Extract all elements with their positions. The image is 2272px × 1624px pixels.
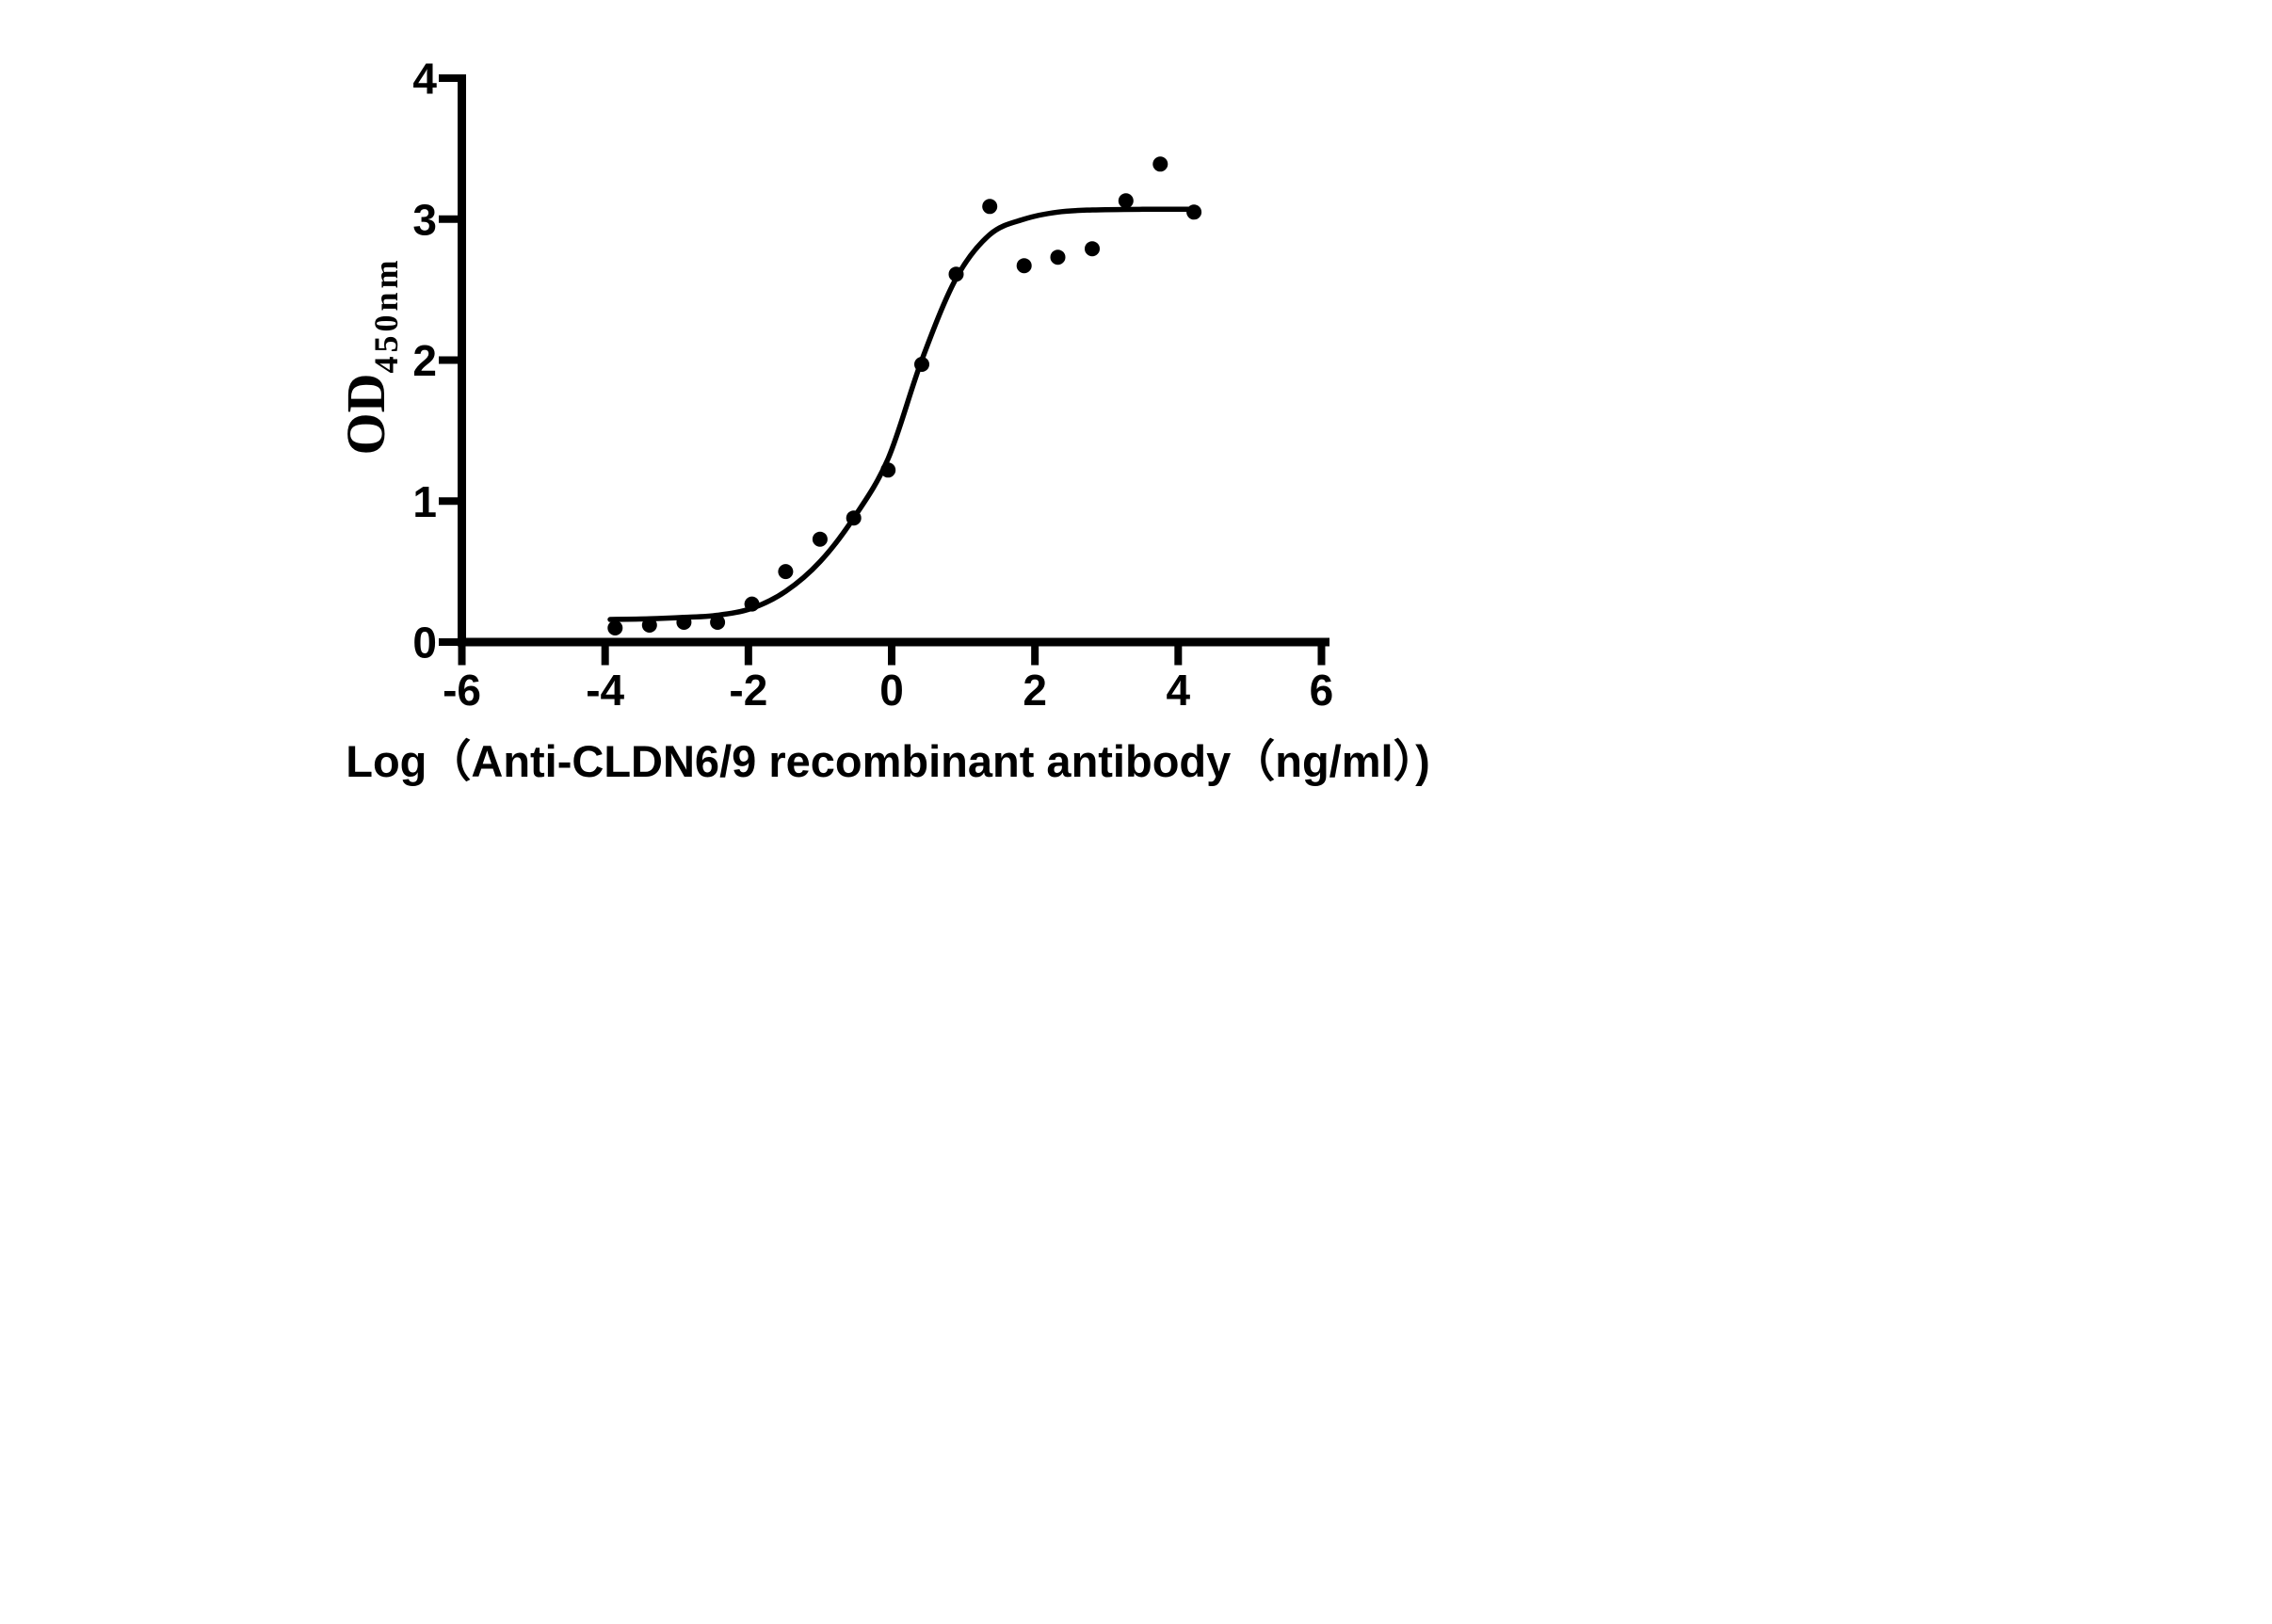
x-tick-label: 4 [1167, 666, 1191, 715]
x-tick-label: 6 [1310, 666, 1334, 715]
data-point [641, 618, 657, 633]
y-axis-title-subscript: 450nm [367, 256, 405, 374]
data-point [982, 199, 998, 215]
data-point [948, 266, 964, 282]
data-point [710, 615, 726, 630]
x-tick-label: -6 [443, 666, 481, 715]
y-axis-title: OD450nm [334, 256, 406, 455]
data-point [812, 531, 828, 547]
x-tick-label: 0 [879, 666, 904, 715]
data-point [676, 615, 692, 630]
data-point [1118, 193, 1134, 209]
axis-ticks [439, 74, 1326, 666]
data-points-group [607, 156, 1202, 635]
y-tick-label: 0 [412, 619, 437, 667]
data-point [778, 564, 794, 580]
y-tick-label: 1 [412, 477, 437, 526]
data-point [744, 596, 760, 612]
x-tick-label: -2 [729, 666, 767, 715]
data-point [846, 510, 862, 526]
data-point [1152, 156, 1168, 172]
data-point [1050, 249, 1066, 265]
axis-tick-labels: 0 1 2 3 4 -6 -4 -2 0 2 4 6 [412, 55, 1333, 716]
fit-curve-group [607, 206, 1192, 622]
y-tick-label: 4 [412, 55, 437, 104]
x-axis-title: Log（Anti-CLDN6/9 recombinant antibody（ng… [346, 736, 1430, 786]
x-tick-label: 2 [1023, 666, 1047, 715]
y-axis-title-main: OD [335, 373, 396, 456]
fit-curve [607, 206, 1192, 622]
data-point [880, 462, 896, 478]
data-point [1186, 204, 1202, 220]
y-tick-label: 2 [412, 336, 437, 385]
data-point [607, 620, 623, 635]
y-tick-label: 3 [412, 195, 437, 244]
data-point [1016, 258, 1032, 274]
axes [458, 74, 1329, 647]
data-point [1085, 241, 1100, 257]
x-tick-label: -4 [586, 666, 624, 715]
data-point [914, 357, 929, 372]
